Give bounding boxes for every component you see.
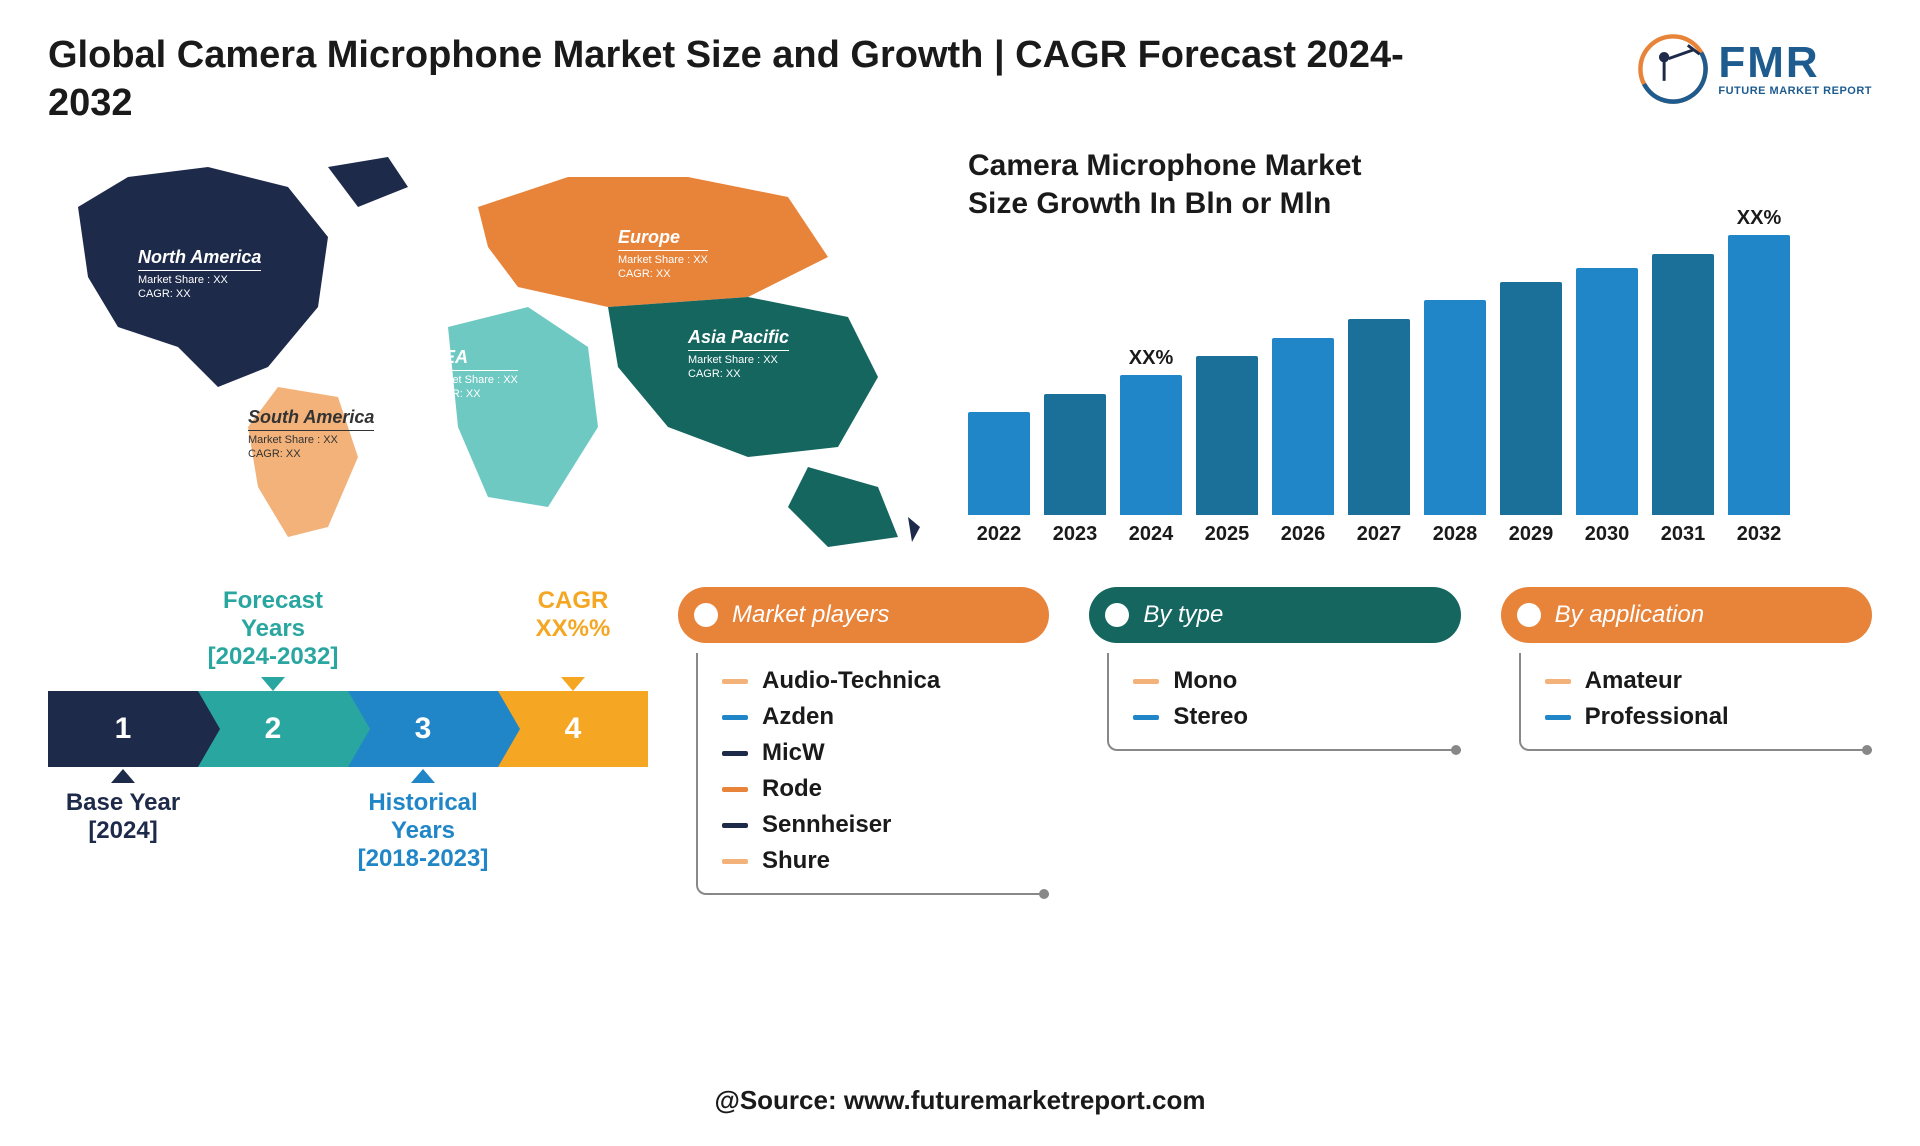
timeline-segment: 2	[198, 691, 348, 767]
pill-dot-icon	[1105, 603, 1129, 627]
list-item-text: MicW	[762, 739, 825, 767]
chart-bar: 2022	[968, 412, 1030, 546]
list-item-text: Stereo	[1173, 703, 1248, 731]
timeline-top-label: CAGRXX%%	[498, 587, 648, 671]
bar-year-label: 2023	[1053, 523, 1098, 546]
list-item: Audio-Technica	[722, 663, 1049, 699]
chart-bar: 2026	[1272, 338, 1334, 546]
map-region-label: MEA Market Share : XXCAGR: XX	[428, 347, 518, 402]
bar-annotation: XX%	[1737, 207, 1781, 230]
source-attribution: @Source: www.futuremarketreport.com	[714, 1085, 1205, 1116]
chart-bar: 2031	[1652, 254, 1714, 546]
category-block: By application Amateur Professional	[1501, 587, 1872, 895]
list-bracket: Audio-Technica Azden MicW Rode Sennheise…	[696, 653, 1049, 895]
list-item: Azden	[722, 699, 1049, 735]
page-title: Global Camera Microphone Market Size and…	[48, 32, 1448, 127]
list-item-dash	[1133, 715, 1159, 720]
category-pill: Market players	[678, 587, 1049, 643]
timeline-segment: 3	[348, 691, 498, 767]
bar-year-label: 2030	[1585, 523, 1630, 546]
list-item-text: Audio-Technica	[762, 667, 940, 695]
list-item-dash	[1545, 715, 1571, 720]
list-item-text: Mono	[1173, 667, 1237, 695]
timeline-top-label	[348, 587, 498, 671]
bar-annotation: XX%	[1129, 347, 1173, 370]
list-item-dash	[722, 715, 748, 720]
list-item: Stereo	[1133, 699, 1460, 735]
bar-year-label: 2024	[1129, 523, 1174, 546]
map-region-label: Europe Market Share : XXCAGR: XX	[618, 227, 708, 282]
list-item-dash	[722, 859, 748, 864]
bar-year-label: 2029	[1509, 523, 1554, 546]
list-item-dash	[1133, 679, 1159, 684]
chart-title: Camera Microphone Market Size Growth In …	[968, 147, 1388, 222]
bar-year-label: 2031	[1661, 523, 1706, 546]
list-item: Rode	[722, 771, 1049, 807]
bar-year-label: 2025	[1205, 523, 1250, 546]
timeline-bottom-label: Base Year[2024]	[48, 789, 198, 873]
timeline-bottom-label	[198, 789, 348, 873]
world-map: North America Market Share : XXCAGR: XX S…	[48, 147, 928, 547]
fmr-logo: FMR FUTURE MARKET REPORT	[1636, 32, 1872, 106]
map-region-label: Asia Pacific Market Share : XXCAGR: XX	[688, 327, 789, 382]
pill-dot-icon	[694, 603, 718, 627]
list-item-dash	[722, 751, 748, 756]
timeline-top-label	[48, 587, 198, 671]
map-region-label: South America Market Share : XXCAGR: XX	[248, 407, 374, 462]
logo-globe-icon	[1636, 32, 1710, 106]
chart-bar: 2027	[1348, 319, 1410, 546]
list-item: Sennheiser	[722, 807, 1049, 843]
list-item-text: Azden	[762, 703, 834, 731]
chart-bar: 2025	[1196, 356, 1258, 546]
timeline-bottom-label: Historical Years[2018-2023]	[348, 789, 498, 873]
category-block: Market players Audio-Technica Azden MicW…	[678, 587, 1049, 895]
bar-year-label: 2032	[1737, 523, 1782, 546]
list-item-text: Rode	[762, 775, 822, 803]
pill-label: By application	[1555, 601, 1704, 629]
list-bracket: Amateur Professional	[1519, 653, 1872, 751]
category-pill: By application	[1501, 587, 1872, 643]
timeline-segment: 1	[48, 691, 198, 767]
chart-bar: 2030	[1576, 268, 1638, 546]
logo-text-main: FMR	[1718, 41, 1872, 85]
list-item-dash	[722, 787, 748, 792]
chart-bar: XX%2024	[1120, 375, 1182, 546]
list-item-text: Sennheiser	[762, 811, 891, 839]
chart-bar: XX%2032	[1728, 235, 1790, 546]
bar-year-label: 2022	[977, 523, 1022, 546]
bar-year-label: 2028	[1433, 523, 1478, 546]
list-item-dash	[722, 823, 748, 828]
map-region-label: North America Market Share : XXCAGR: XX	[138, 247, 261, 302]
list-item-text: Amateur	[1585, 667, 1682, 695]
list-item: Amateur	[1545, 663, 1872, 699]
list-bracket: Mono Stereo	[1107, 653, 1460, 751]
chart-bar: 2023	[1044, 394, 1106, 546]
logo-text-sub: FUTURE MARKET REPORT	[1718, 85, 1872, 97]
list-item: Shure	[722, 843, 1049, 879]
timeline: Forecast Years[2024-2032] CAGRXX%% 1234 B…	[48, 587, 648, 873]
pill-label: By type	[1143, 601, 1223, 629]
pill-label: Market players	[732, 601, 889, 629]
category-pill: By type	[1089, 587, 1460, 643]
list-item: Professional	[1545, 699, 1872, 735]
list-item: Mono	[1133, 663, 1460, 699]
bar-year-label: 2027	[1357, 523, 1402, 546]
chart-bar: 2029	[1500, 282, 1562, 546]
timeline-segment: 4	[498, 691, 648, 767]
bar-year-label: 2026	[1281, 523, 1326, 546]
pill-dot-icon	[1517, 603, 1541, 627]
growth-bar-chart: Camera Microphone Market Size Growth In …	[948, 147, 1872, 547]
list-item-dash	[722, 679, 748, 684]
list-item-text: Shure	[762, 847, 830, 875]
timeline-top-label: Forecast Years[2024-2032]	[198, 587, 348, 671]
list-item: MicW	[722, 735, 1049, 771]
timeline-bottom-label	[498, 789, 648, 873]
list-item-text: Professional	[1585, 703, 1729, 731]
chart-bar: 2028	[1424, 300, 1486, 546]
category-block: By type Mono Stereo	[1089, 587, 1460, 895]
list-item-dash	[1545, 679, 1571, 684]
